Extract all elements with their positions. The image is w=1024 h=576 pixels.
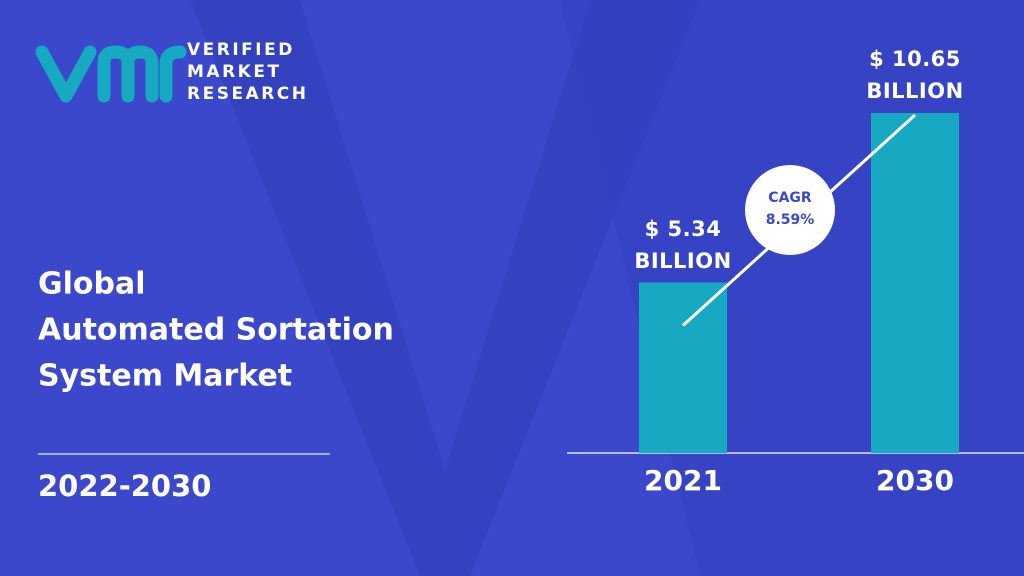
x-tick-label: 2030 <box>876 464 954 497</box>
logo-text: MARKET <box>187 62 282 82</box>
value-label: $ 5.34 BILLION <box>634 216 732 273</box>
title-line: System Market <box>38 359 292 394</box>
cagr-bubble <box>745 165 835 255</box>
logo-text: VERIFIED <box>187 40 295 60</box>
title-line: Automated Sortation <box>38 313 394 348</box>
bar <box>871 113 959 453</box>
cagr-value: 8.59% <box>766 212 815 228</box>
cagr-label: CAGR <box>768 190 812 206</box>
period: 2022-2030 <box>38 469 211 503</box>
value-label: $ 10.65 BILLION <box>866 47 964 103</box>
title-line: Global <box>38 267 146 302</box>
background-shape <box>190 0 700 576</box>
x-tick-label: 2021 <box>644 464 722 497</box>
bar <box>639 282 727 453</box>
logo-text: RESEARCH <box>187 84 309 104</box>
logo-mark <box>35 45 187 103</box>
